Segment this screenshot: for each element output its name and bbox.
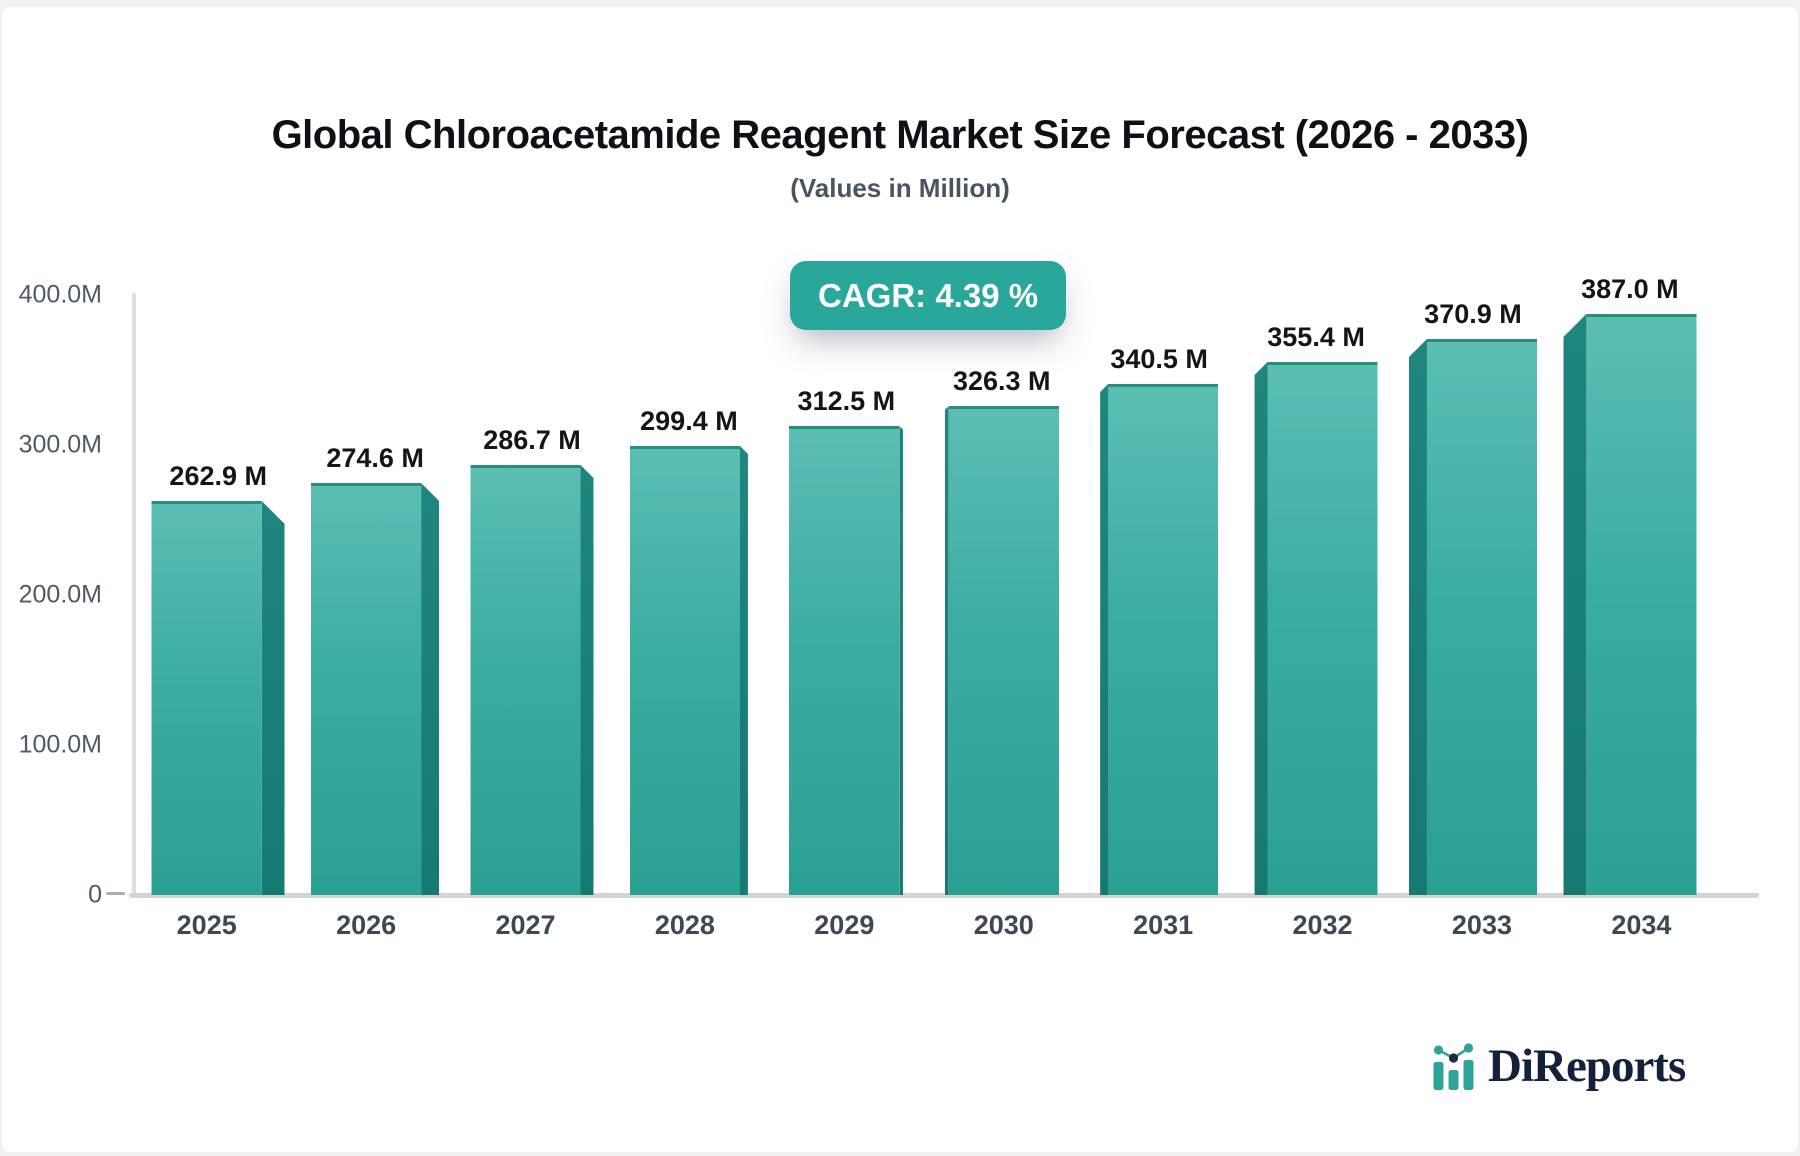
x-tick-label: 2034 xyxy=(1611,910,1672,940)
bar: 340.5 M xyxy=(1100,344,1219,895)
bar-face xyxy=(151,501,262,895)
cagr-badge: CAGR: 4.39 % xyxy=(790,261,1067,330)
bar-value-label: 326.3 M xyxy=(952,366,1051,396)
x-tick-label: 2025 xyxy=(176,910,237,940)
bar-value-label: 274.6 M xyxy=(326,443,424,473)
x-tick-label: 2030 xyxy=(973,910,1034,940)
x-tick-label: 2027 xyxy=(495,910,556,940)
bar-value-label: 312.5 M xyxy=(797,386,896,416)
bar-side-face xyxy=(1100,384,1109,895)
bar-side-face xyxy=(1563,314,1587,895)
bar-face xyxy=(1426,339,1537,895)
chart-title: Global Chloroacetamide Reagent Market Si… xyxy=(271,113,1529,157)
bar-value-label: 387.0 M xyxy=(1581,274,1679,304)
bar-value-label: 286.7 M xyxy=(483,425,581,455)
bar-side-face xyxy=(580,465,594,895)
bar: 387.0 M xyxy=(1563,274,1697,895)
bar: 326.3 M xyxy=(944,366,1059,895)
bar-side-face xyxy=(944,406,949,895)
bar: 286.7 M xyxy=(470,425,594,895)
bar-side-face xyxy=(899,426,904,895)
bar-side-face xyxy=(421,483,440,895)
bar-slot: 262.9 M xyxy=(127,295,286,895)
bar-slot: 355.4 M xyxy=(1243,295,1402,895)
brand-logo: DiReports xyxy=(1432,1039,1686,1093)
y-tick-label: 100.0M xyxy=(18,730,102,759)
bar-slot: 312.5 M xyxy=(765,295,924,895)
bar-value-label: 340.5 M xyxy=(1110,344,1208,374)
bar-slot: 286.7 M xyxy=(446,295,605,895)
y-tick-label: 200.0M xyxy=(18,580,102,609)
bar-side-face xyxy=(261,501,285,895)
bar: 355.4 M xyxy=(1254,322,1378,895)
bar-chart-logo-icon xyxy=(1433,1043,1474,1090)
bar-face xyxy=(789,426,900,895)
x-tick-label: 2029 xyxy=(814,910,875,940)
x-tick-label: 2033 xyxy=(1451,910,1512,940)
bar-slot: 326.3 M xyxy=(924,295,1083,895)
plot-area: 262.9 M 274.6 M 286.7 M 299.4 M 312.5 M 326.3… xyxy=(127,274,1721,895)
bar-slot: 340.5 M xyxy=(1083,295,1242,895)
bar-side-face xyxy=(1254,362,1268,895)
bar-value-label: 299.4 M xyxy=(640,406,738,436)
bar-face xyxy=(1108,384,1219,895)
x-tick-label: 2028 xyxy=(654,910,715,940)
y-tick-label: 0 xyxy=(88,880,102,909)
zero-tick-dash xyxy=(106,892,125,895)
y-tick-label: 300.0M xyxy=(18,430,102,459)
bar-face xyxy=(1267,362,1378,895)
bar: 370.9 M xyxy=(1408,299,1537,895)
bar-face xyxy=(629,446,740,895)
cagr-badge-label: CAGR: 4.39 % xyxy=(818,276,1039,314)
y-axis: 400.0M 300.0M 200.0M 100.0M 0 xyxy=(2,281,102,909)
x-tick-label: 2031 xyxy=(1133,910,1194,940)
bar-slot: 387.0 M xyxy=(1562,274,1721,895)
y-axis-line xyxy=(132,293,136,896)
bar-face xyxy=(311,483,422,895)
chart-subtitle: (Values in Million) xyxy=(790,173,1010,203)
x-tick-label: 2026 xyxy=(336,910,397,940)
bar-slot: 274.6 M xyxy=(286,295,445,895)
chart-card: Global Chloroacetamide Reagent Market Si… xyxy=(2,7,1798,1152)
bar-slot: 299.4 M xyxy=(605,295,764,895)
bar: 262.9 M xyxy=(151,461,285,895)
bar-side-face xyxy=(1408,339,1427,895)
bar-face xyxy=(1586,314,1697,895)
bar: 299.4 M xyxy=(629,406,748,895)
bar-face xyxy=(948,406,1059,895)
bar: 274.6 M xyxy=(311,443,440,895)
bar-slot: 370.9 M xyxy=(1402,295,1561,895)
bar-side-face xyxy=(739,446,748,895)
y-tick-label: 400.0M xyxy=(18,280,102,309)
bar-face xyxy=(470,465,581,895)
x-axis-labels: 2025 2026 2027 2028 2029 2030 2031 2032 2033 2034 xyxy=(127,910,1721,941)
bar: 312.5 M xyxy=(789,386,904,895)
bar-value-label: 370.9 M xyxy=(1424,299,1522,329)
bar-value-label: 355.4 M xyxy=(1267,322,1365,352)
x-axis-line xyxy=(129,893,1759,898)
bar-value-label: 262.9 M xyxy=(169,461,267,491)
x-tick-label: 2032 xyxy=(1292,910,1353,940)
brand-name: DiReports xyxy=(1488,1040,1686,1092)
